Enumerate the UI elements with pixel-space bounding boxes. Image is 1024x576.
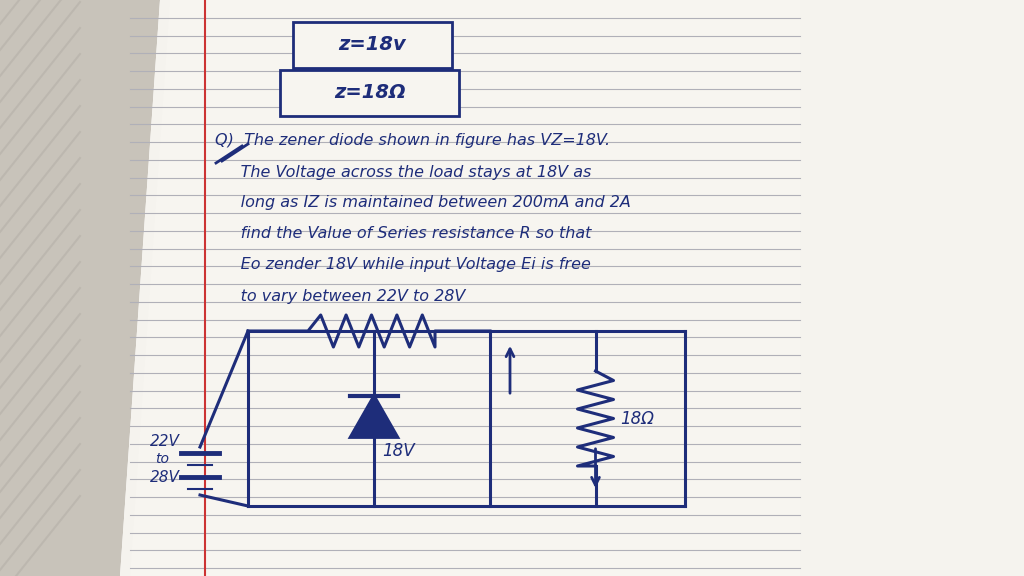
Text: 28V: 28V bbox=[151, 469, 180, 484]
Text: to vary between 22V to 28V: to vary between 22V to 28V bbox=[215, 289, 465, 304]
Text: long as IZ is maintained between 200mA and 2A: long as IZ is maintained between 200mA a… bbox=[215, 195, 631, 210]
Polygon shape bbox=[130, 0, 800, 576]
Polygon shape bbox=[760, 0, 1024, 576]
Polygon shape bbox=[780, 206, 1024, 326]
Text: 18Ω: 18Ω bbox=[621, 410, 654, 427]
Polygon shape bbox=[0, 0, 160, 576]
Text: z=18Ω: z=18Ω bbox=[334, 84, 406, 103]
Text: 22V: 22V bbox=[151, 434, 180, 449]
Polygon shape bbox=[120, 0, 1024, 576]
Text: The Voltage across the load stays at 18V as: The Voltage across the load stays at 18V… bbox=[215, 165, 592, 180]
Text: find the Value of Series resistance R so that: find the Value of Series resistance R so… bbox=[215, 226, 592, 241]
Text: Q)  The zener diode shown in figure has VZ=18V.: Q) The zener diode shown in figure has V… bbox=[215, 132, 610, 147]
Text: Eo zender 18V while input Voltage Ei is free: Eo zender 18V while input Voltage Ei is … bbox=[215, 257, 591, 272]
FancyBboxPatch shape bbox=[280, 70, 459, 116]
FancyBboxPatch shape bbox=[293, 22, 452, 68]
Text: 18V: 18V bbox=[382, 441, 415, 460]
Text: z=18v: z=18v bbox=[339, 36, 407, 55]
Polygon shape bbox=[350, 396, 398, 438]
Polygon shape bbox=[800, 0, 1024, 296]
Text: to: to bbox=[155, 452, 169, 466]
